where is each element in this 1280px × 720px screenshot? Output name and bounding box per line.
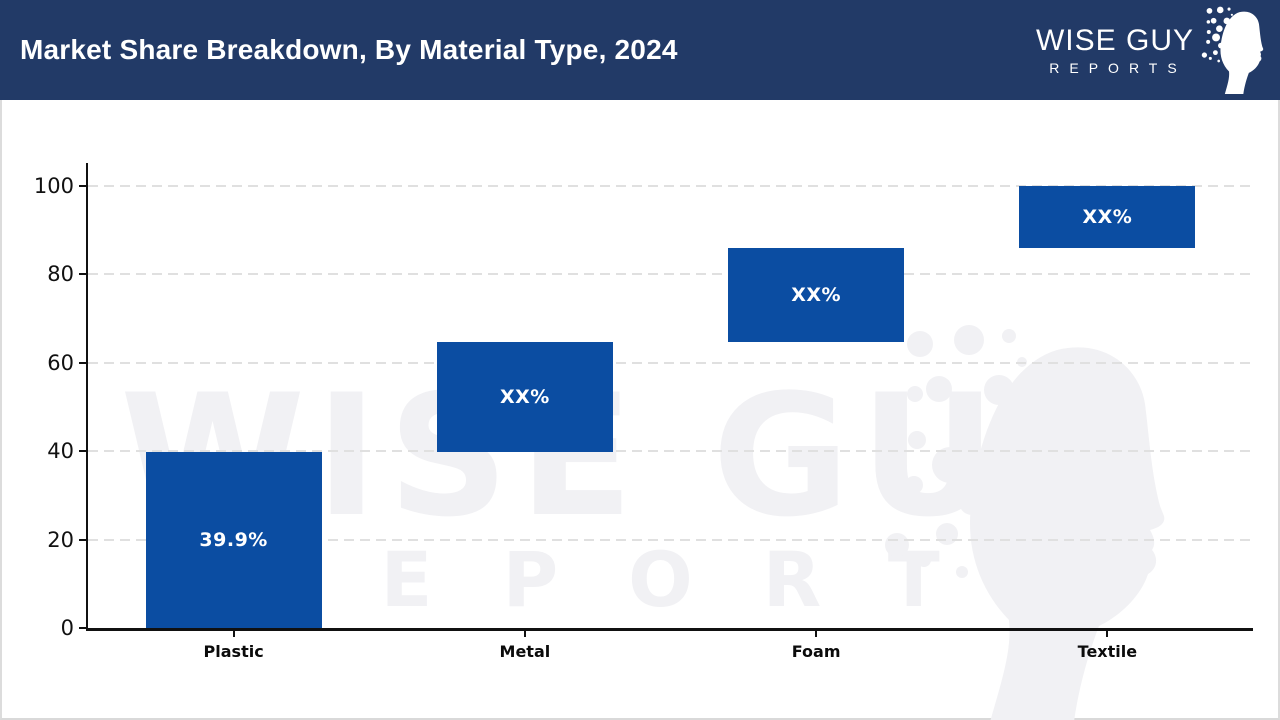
y-tick-mark — [79, 627, 86, 629]
bar-value-label: XX% — [791, 284, 842, 307]
y-tick-mark — [79, 450, 86, 453]
y-axis-line — [86, 163, 88, 628]
gridline — [88, 450, 1253, 453]
bar-segment: 39.9% — [145, 451, 322, 628]
x-category-label: Textile — [1077, 642, 1138, 661]
x-axis-line — [86, 628, 1253, 631]
y-tick-label: 40 — [47, 439, 74, 464]
x-tick-mark — [523, 631, 526, 637]
x-tick-mark — [1106, 631, 1109, 637]
bar-value-label: XX% — [499, 386, 550, 409]
y-tick-mark — [79, 361, 86, 364]
gridline — [88, 361, 1253, 364]
y-tick-label: 60 — [47, 350, 74, 375]
y-tick-label: 100 — [33, 174, 74, 198]
y-tick-mark — [79, 185, 86, 187]
y-tick-label: 80 — [47, 262, 74, 287]
brand-logo: WISE GUY REPORTS — [1036, 4, 1270, 96]
y-tick-mark — [79, 538, 86, 541]
y-tick-label: 0 — [60, 616, 74, 640]
bar-value-label: XX% — [1082, 205, 1133, 228]
x-category-label: Metal — [499, 642, 551, 661]
x-tick-mark — [815, 631, 818, 637]
gridline — [88, 538, 1253, 541]
gridline — [88, 273, 1253, 276]
brand-logo-text: WISE GUY REPORTS — [1036, 24, 1194, 76]
header-bar: Market Share Breakdown, By Material Type… — [0, 0, 1280, 100]
bar-value-label: 39.9% — [199, 528, 268, 551]
gridline — [88, 185, 1253, 187]
x-tick-mark — [232, 631, 235, 637]
y-tick-mark — [79, 273, 86, 276]
brand-face-icon — [1201, 6, 1264, 94]
x-category-label: Plastic — [203, 642, 264, 661]
bar-segment: XX% — [436, 342, 613, 452]
bar-segment: XX% — [1019, 186, 1196, 248]
x-category-label: Foam — [791, 642, 841, 661]
chart-title: Market Share Breakdown, By Material Type… — [20, 34, 678, 65]
y-tick-label: 20 — [47, 527, 74, 552]
bar-segment: XX% — [728, 247, 905, 343]
brand-subtitle: REPORTS — [1049, 60, 1187, 76]
brand-name: WISE GUY — [1035, 24, 1194, 57]
